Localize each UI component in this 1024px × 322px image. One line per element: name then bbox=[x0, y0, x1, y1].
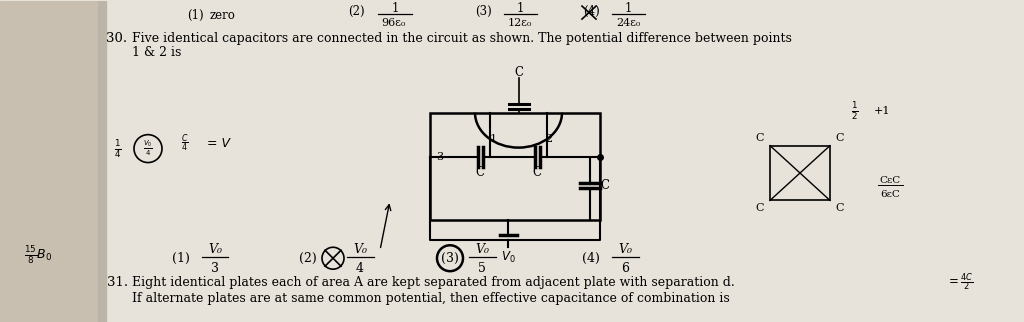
Text: $\frac{V_0}{4}$: $\frac{V_0}{4}$ bbox=[143, 139, 153, 158]
Text: (3): (3) bbox=[441, 252, 459, 265]
Text: $\frac{15}{8}B_0$: $\frac{15}{8}B_0$ bbox=[24, 244, 52, 266]
Text: 3: 3 bbox=[436, 152, 443, 162]
Text: Five identical capacitors are connected in the circuit as shown. The potential d: Five identical capacitors are connected … bbox=[132, 33, 792, 45]
Text: C: C bbox=[514, 66, 523, 79]
Bar bbox=[430, 113, 600, 220]
Text: 6εC: 6εC bbox=[880, 190, 900, 199]
Text: $\frac{C}{4}$: $\frac{C}{4}$ bbox=[181, 133, 188, 154]
Text: C: C bbox=[600, 179, 609, 192]
Text: C: C bbox=[836, 133, 844, 143]
Bar bbox=[770, 146, 830, 200]
Text: +1: +1 bbox=[873, 106, 890, 116]
Text: $V_0$: $V_0$ bbox=[501, 250, 515, 265]
Text: 5: 5 bbox=[478, 262, 486, 275]
Text: C: C bbox=[836, 204, 844, 213]
Text: 96ε₀: 96ε₀ bbox=[381, 18, 406, 28]
Text: 30.: 30. bbox=[106, 33, 127, 45]
Text: 3: 3 bbox=[211, 262, 219, 275]
Text: 1: 1 bbox=[391, 2, 398, 14]
Text: (2): (2) bbox=[348, 5, 365, 18]
Text: C: C bbox=[475, 166, 484, 179]
Text: $\frac{1}{4}$: $\frac{1}{4}$ bbox=[115, 137, 122, 160]
Text: C: C bbox=[756, 133, 764, 143]
Text: (4): (4) bbox=[582, 252, 600, 265]
Text: (1): (1) bbox=[172, 252, 189, 265]
Text: (4): (4) bbox=[584, 5, 600, 18]
Bar bbox=[0, 1, 100, 322]
Text: 31.: 31. bbox=[106, 276, 128, 289]
Text: 1: 1 bbox=[625, 2, 632, 14]
Text: 24ε₀: 24ε₀ bbox=[615, 18, 640, 28]
Text: (2): (2) bbox=[299, 252, 316, 265]
Text: $= \frac{4C}{2}$: $= \frac{4C}{2}$ bbox=[946, 271, 974, 293]
Text: $\frac{1}{2}$: $\frac{1}{2}$ bbox=[851, 100, 859, 122]
Text: (1): (1) bbox=[186, 9, 204, 22]
Bar bbox=[98, 1, 106, 322]
Text: zero: zero bbox=[209, 9, 234, 22]
Text: V₀: V₀ bbox=[618, 243, 632, 256]
Text: V₀: V₀ bbox=[353, 243, 367, 256]
Text: 1: 1 bbox=[489, 134, 497, 144]
Text: 4: 4 bbox=[356, 262, 364, 275]
Text: 12ε₀: 12ε₀ bbox=[508, 18, 532, 28]
Text: (3): (3) bbox=[475, 5, 492, 18]
Text: C: C bbox=[532, 166, 542, 179]
Text: V₀: V₀ bbox=[475, 243, 489, 256]
Text: 6: 6 bbox=[621, 262, 629, 275]
Text: Eight identical plates each of area A are kept separated from adjacent plate wit: Eight identical plates each of area A ar… bbox=[132, 276, 735, 289]
Text: 1 & 2 is: 1 & 2 is bbox=[132, 46, 181, 60]
Text: If alternate plates are at same common potential, then effective capacitance of : If alternate plates are at same common p… bbox=[132, 292, 730, 305]
Text: 2: 2 bbox=[546, 134, 553, 144]
Text: 1: 1 bbox=[516, 2, 523, 14]
Text: = V: = V bbox=[207, 137, 230, 150]
Text: V₀: V₀ bbox=[208, 243, 222, 256]
Text: C: C bbox=[756, 204, 764, 213]
Text: CεC: CεC bbox=[880, 176, 901, 185]
